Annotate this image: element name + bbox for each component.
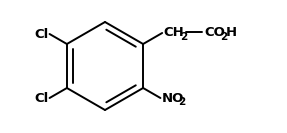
Text: H: H bbox=[226, 26, 237, 40]
Text: Cl: Cl bbox=[34, 92, 49, 105]
Text: CH: CH bbox=[163, 26, 184, 40]
Text: CO: CO bbox=[204, 26, 225, 40]
Text: NO: NO bbox=[161, 92, 184, 105]
Text: 2: 2 bbox=[180, 32, 187, 42]
Text: 2: 2 bbox=[220, 32, 227, 42]
Text: Cl: Cl bbox=[34, 28, 49, 41]
Text: 2: 2 bbox=[179, 97, 186, 107]
